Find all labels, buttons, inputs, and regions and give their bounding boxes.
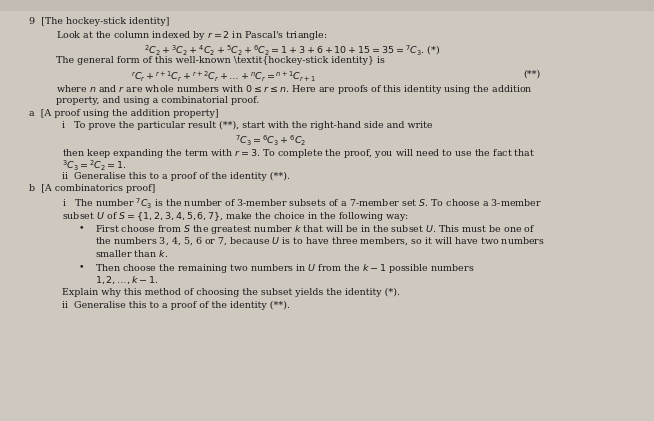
Text: Then choose the remaining two numbers in $U$ from the $k - 1$ possible numbers: Then choose the remaining two numbers in… <box>95 262 474 275</box>
Text: i   The number ${}^{7}C_{3}$ is the number of 3-member subsets of a 7-member set: i The number ${}^{7}C_{3}$ is the number… <box>62 197 542 211</box>
Text: 9  [The hockey-stick identity]: 9 [The hockey-stick identity] <box>29 17 170 26</box>
Text: i   To prove the particular result (**), start with the right-hand side and writ: i To prove the particular result (**), s… <box>62 121 433 131</box>
Text: property, and using a combinatorial proof.: property, and using a combinatorial proo… <box>56 96 259 105</box>
Text: $1, 2, \ldots, k - 1$.: $1, 2, \ldots, k - 1$. <box>95 274 158 287</box>
Text: subset $U$ of $S = \{1, 2, 3, 4, 5, 6, 7\}$, make the choice in the following wa: subset $U$ of $S = \{1, 2, 3, 4, 5, 6, 7… <box>62 210 409 223</box>
Text: b  [A combinatorics proof]: b [A combinatorics proof] <box>29 184 156 193</box>
Text: ii  Generalise this to a proof of the identity (**).: ii Generalise this to a proof of the ide… <box>62 172 290 181</box>
Text: the numbers 3, 4, 5, 6 or 7, because $U$ is to have three members, so it will ha: the numbers 3, 4, 5, 6 or 7, because $U$… <box>95 236 545 248</box>
Text: Look at the column indexed by $r = 2$ in Pascal's triangle:: Look at the column indexed by $r = 2$ in… <box>56 29 328 43</box>
Bar <box>0 0 654 11</box>
Text: •: • <box>78 262 84 271</box>
Text: The general form of this well-known \textit{hockey-stick identity} is: The general form of this well-known \tex… <box>56 56 385 65</box>
Text: ${}^{2}C_{2} + {}^{3}C_{2} + {}^{4}C_{2} + {}^{5}C_{2} + {}^{6}C_{2} = 1 + 3 + 6: ${}^{2}C_{2} + {}^{3}C_{2} + {}^{4}C_{2}… <box>144 43 440 56</box>
Text: then keep expanding the term with $r = 3$. To complete the proof, you will need : then keep expanding the term with $r = 3… <box>62 147 536 160</box>
Text: smaller than $k$.: smaller than $k$. <box>95 248 168 259</box>
Text: a  [A proof using the addition property]: a [A proof using the addition property] <box>29 109 219 117</box>
Text: where $n$ and $r$ are whole numbers with $0 \leq r \leq n$. Here are proofs of t: where $n$ and $r$ are whole numbers with… <box>56 83 532 96</box>
Text: Explain why this method of choosing the subset yields the identity (*).: Explain why this method of choosing the … <box>62 288 400 297</box>
Text: ${}^{r}C_{r} + {}^{r+1}C_{r} + {}^{r+2}C_{r} + \ldots + {}^{n}C_{r} = {}^{n+1}C_: ${}^{r}C_{r} + {}^{r+1}C_{r} + {}^{r+2}C… <box>131 70 316 84</box>
Text: First choose from $S$ the greatest number $k$ that will be in the subset $U$. Th: First choose from $S$ the greatest numbe… <box>95 223 536 236</box>
Text: ii  Generalise this to a proof of the identity (**).: ii Generalise this to a proof of the ide… <box>62 301 290 310</box>
Text: (**): (**) <box>523 70 540 79</box>
Text: •: • <box>78 223 84 232</box>
Text: ${}^{3}C_{3} = {}^{2}C_{2} = 1$.: ${}^{3}C_{3} = {}^{2}C_{2} = 1$. <box>62 159 127 173</box>
Text: ${}^{7}C_{3} = {}^{6}C_{3} + {}^{6}C_{2}$: ${}^{7}C_{3} = {}^{6}C_{3} + {}^{6}C_{2}… <box>235 134 307 148</box>
